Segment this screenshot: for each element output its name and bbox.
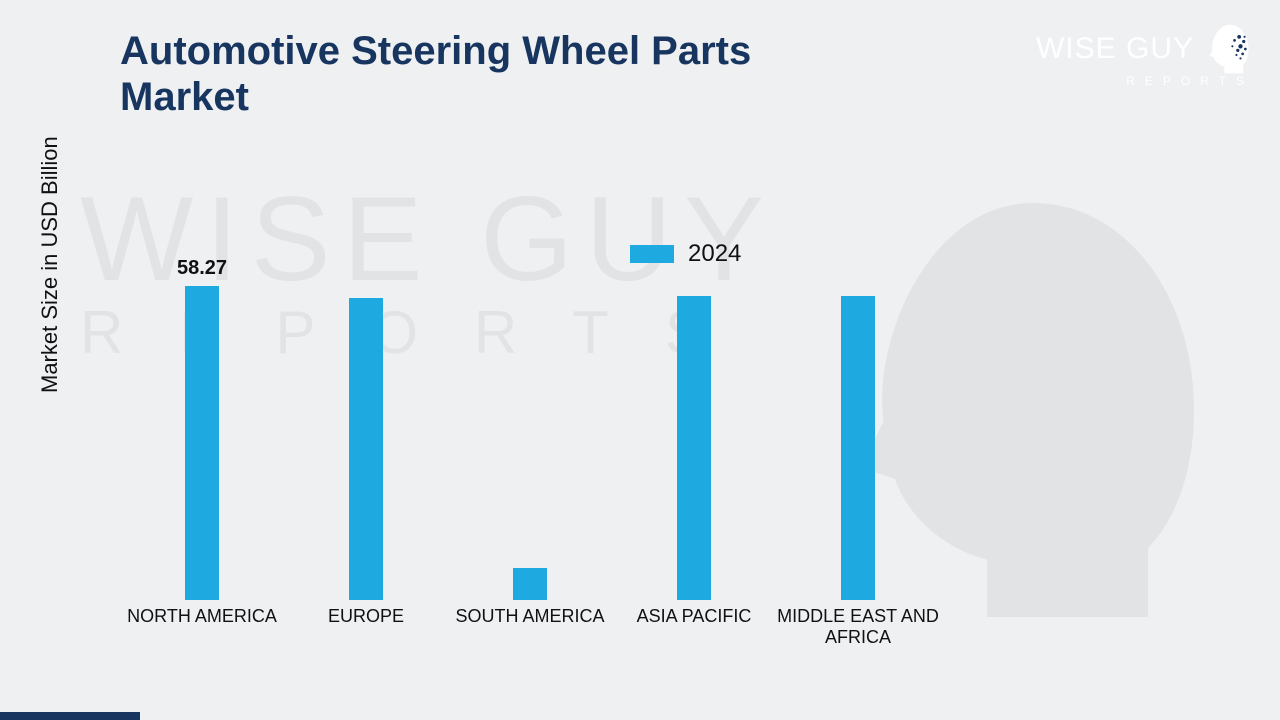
bar [185, 286, 219, 600]
bar [841, 296, 875, 600]
brand-logo: WISE GUY REPORTS [1036, 22, 1254, 88]
right-panel [970, 0, 1280, 720]
bar-value-label: 58.27 [177, 257, 227, 280]
category-label: MIDDLE EAST AND AFRICA [776, 606, 940, 647]
bar [349, 298, 383, 600]
canvas: WISE GUY REPORTS Automotive Steering Whe… [0, 0, 1280, 720]
category-label: NORTH AMERICA [120, 606, 284, 627]
chart-title: Automotive Steering Wheel Parts Market [120, 28, 760, 120]
y-axis-label: Market Size in USD Billion [37, 136, 63, 393]
bar [513, 568, 547, 600]
plot-area: 58.27 [120, 250, 940, 600]
bar [677, 296, 711, 600]
category-label: ASIA PACIFIC [612, 606, 776, 627]
logo-text-line1: WISE GUY [1036, 32, 1194, 66]
bar-chart: 58.27 NORTH AMERICAEUROPESOUTH AMERICAAS… [120, 250, 940, 600]
category-label: EUROPE [284, 606, 448, 627]
logo-text-line2: REPORTS [1036, 74, 1254, 88]
logo-head-icon [1200, 22, 1254, 76]
bottom-accent-bar [0, 712, 140, 720]
category-label: SOUTH AMERICA [448, 606, 612, 627]
